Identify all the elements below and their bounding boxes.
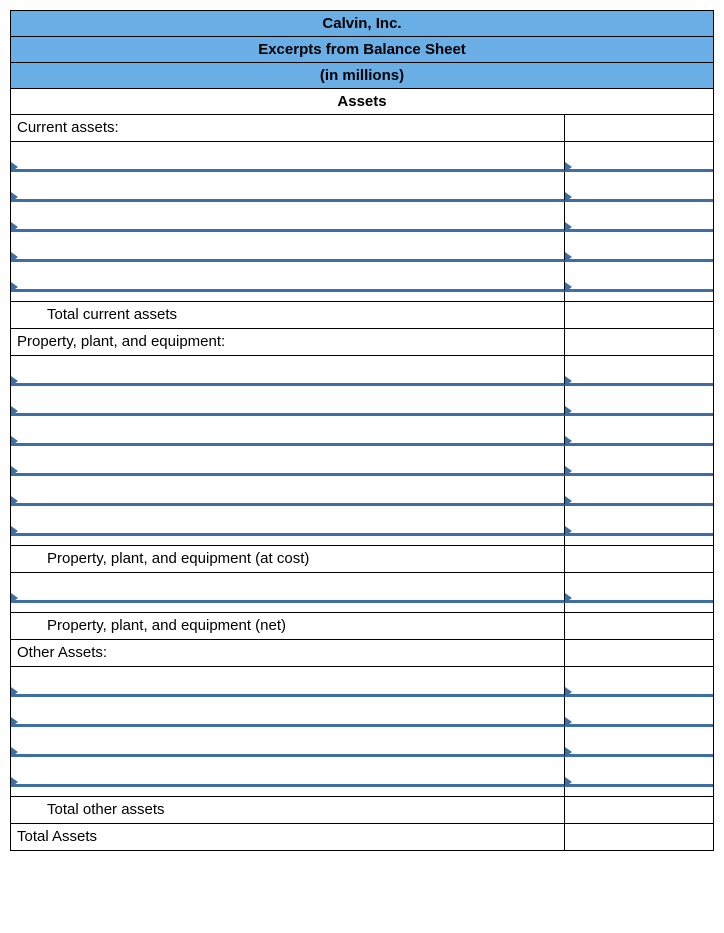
dropdown-row — [11, 416, 713, 446]
dropdown-value-slot[interactable] — [565, 356, 713, 386]
dropdown-value-slot[interactable] — [565, 727, 713, 757]
header-company: Calvin, Inc. — [11, 11, 713, 37]
row-value[interactable] — [565, 302, 713, 328]
header-subtitle: Excerpts from Balance Sheet — [11, 37, 713, 63]
row-value[interactable] — [565, 613, 713, 639]
table-row: Property, plant, and equipment (net) — [11, 613, 713, 640]
dropdown-row — [11, 446, 713, 476]
dropdown-value-slot[interactable] — [565, 506, 713, 536]
dropdown-label-slot[interactable] — [11, 697, 565, 727]
dropdown-value-slot[interactable] — [565, 757, 713, 787]
dropdown-label-slot[interactable] — [11, 416, 565, 446]
dropdown-value-slot[interactable] — [565, 202, 713, 232]
dropdown-row — [11, 697, 713, 727]
dropdown-row — [11, 506, 713, 536]
dropdown-value-slot[interactable] — [565, 697, 713, 727]
dropdown-label-slot[interactable] — [11, 446, 565, 476]
dropdown-value-slot[interactable] — [565, 476, 713, 506]
dropdown-value-slot[interactable] — [565, 386, 713, 416]
dropdown-row — [11, 757, 713, 787]
dropdown-value-slot[interactable] — [565, 416, 713, 446]
row-label: Property, plant, and equipment (net) — [11, 613, 565, 639]
dropdown-label-slot[interactable] — [11, 232, 565, 262]
dropdown-row — [11, 356, 713, 386]
dropdown-value-slot[interactable] — [565, 172, 713, 202]
row-value[interactable] — [565, 115, 713, 141]
table-row: Total Assets — [11, 824, 713, 851]
spacer-row — [11, 603, 713, 613]
row-label: Total other assets — [11, 797, 565, 823]
balance-sheet-table: Calvin, Inc. Excerpts from Balance Sheet… — [10, 10, 714, 851]
dropdown-label-slot[interactable] — [11, 573, 565, 603]
dropdown-value-slot[interactable] — [565, 142, 713, 172]
dropdown-row — [11, 476, 713, 506]
dropdown-row — [11, 202, 713, 232]
dropdown-row — [11, 667, 713, 697]
spacer-row — [11, 292, 713, 302]
dropdown-label-slot[interactable] — [11, 506, 565, 536]
dropdown-row — [11, 386, 713, 416]
table-row: Current assets: — [11, 115, 713, 142]
dropdown-row — [11, 142, 713, 172]
dropdown-label-slot[interactable] — [11, 386, 565, 416]
header-units: (in millions) — [11, 63, 713, 89]
row-value[interactable] — [565, 824, 713, 850]
table-row: Total current assets — [11, 302, 713, 329]
row-label: Current assets: — [11, 115, 565, 141]
dropdown-row — [11, 262, 713, 292]
row-label: Other Assets: — [11, 640, 565, 666]
row-label: Property, plant, and equipment: — [11, 329, 565, 355]
dropdown-row — [11, 172, 713, 202]
table-row: Other Assets: — [11, 640, 713, 667]
dropdown-row — [11, 573, 713, 603]
table-row: Total other assets — [11, 797, 713, 824]
row-value[interactable] — [565, 546, 713, 572]
dropdown-label-slot[interactable] — [11, 757, 565, 787]
dropdown-value-slot[interactable] — [565, 262, 713, 292]
dropdown-value-slot[interactable] — [565, 667, 713, 697]
dropdown-label-slot[interactable] — [11, 202, 565, 232]
spacer-row — [11, 787, 713, 797]
dropdown-value-slot[interactable] — [565, 446, 713, 476]
row-value[interactable] — [565, 797, 713, 823]
dropdown-label-slot[interactable] — [11, 667, 565, 697]
dropdown-row — [11, 232, 713, 262]
dropdown-row — [11, 727, 713, 757]
dropdown-label-slot[interactable] — [11, 142, 565, 172]
dropdown-label-slot[interactable] — [11, 727, 565, 757]
table-row: Property, plant, and equipment: — [11, 329, 713, 356]
row-value[interactable] — [565, 329, 713, 355]
table-row: Property, plant, and equipment (at cost) — [11, 546, 713, 573]
dropdown-label-slot[interactable] — [11, 172, 565, 202]
dropdown-label-slot[interactable] — [11, 356, 565, 386]
dropdown-value-slot[interactable] — [565, 573, 713, 603]
section-title: Assets — [11, 89, 713, 115]
row-label: Total current assets — [11, 302, 565, 328]
row-label: Property, plant, and equipment (at cost) — [11, 546, 565, 572]
dropdown-label-slot[interactable] — [11, 476, 565, 506]
dropdown-value-slot[interactable] — [565, 232, 713, 262]
dropdown-label-slot[interactable] — [11, 262, 565, 292]
row-value[interactable] — [565, 640, 713, 666]
spacer-row — [11, 536, 713, 546]
row-label: Total Assets — [11, 824, 565, 850]
